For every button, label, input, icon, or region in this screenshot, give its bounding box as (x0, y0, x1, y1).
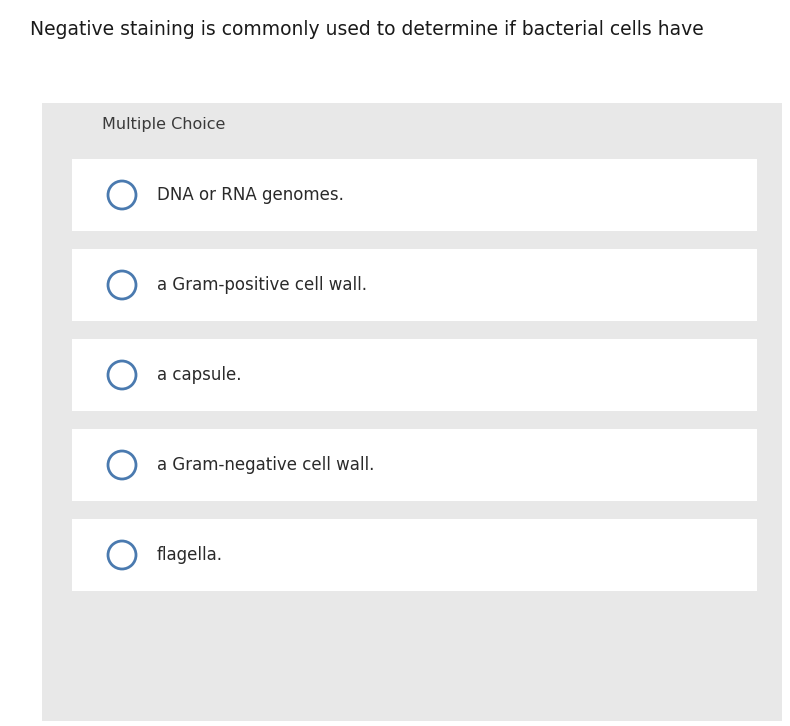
Circle shape (108, 271, 136, 299)
Text: flagella.: flagella. (157, 546, 223, 564)
FancyBboxPatch shape (72, 519, 757, 591)
Text: a capsule.: a capsule. (157, 366, 242, 384)
FancyBboxPatch shape (72, 159, 757, 231)
Circle shape (108, 541, 136, 569)
Circle shape (108, 361, 136, 389)
FancyBboxPatch shape (72, 429, 757, 501)
Text: DNA or RNA genomes.: DNA or RNA genomes. (157, 186, 344, 204)
Text: Multiple Choice: Multiple Choice (102, 117, 225, 132)
Text: a Gram-negative cell wall.: a Gram-negative cell wall. (157, 456, 374, 474)
FancyBboxPatch shape (72, 249, 757, 321)
Circle shape (108, 451, 136, 479)
Circle shape (108, 181, 136, 209)
FancyBboxPatch shape (72, 339, 757, 411)
Text: a Gram-positive cell wall.: a Gram-positive cell wall. (157, 276, 367, 294)
FancyBboxPatch shape (42, 103, 782, 721)
Text: Negative staining is commonly used to determine if bacterial cells have: Negative staining is commonly used to de… (30, 20, 704, 39)
